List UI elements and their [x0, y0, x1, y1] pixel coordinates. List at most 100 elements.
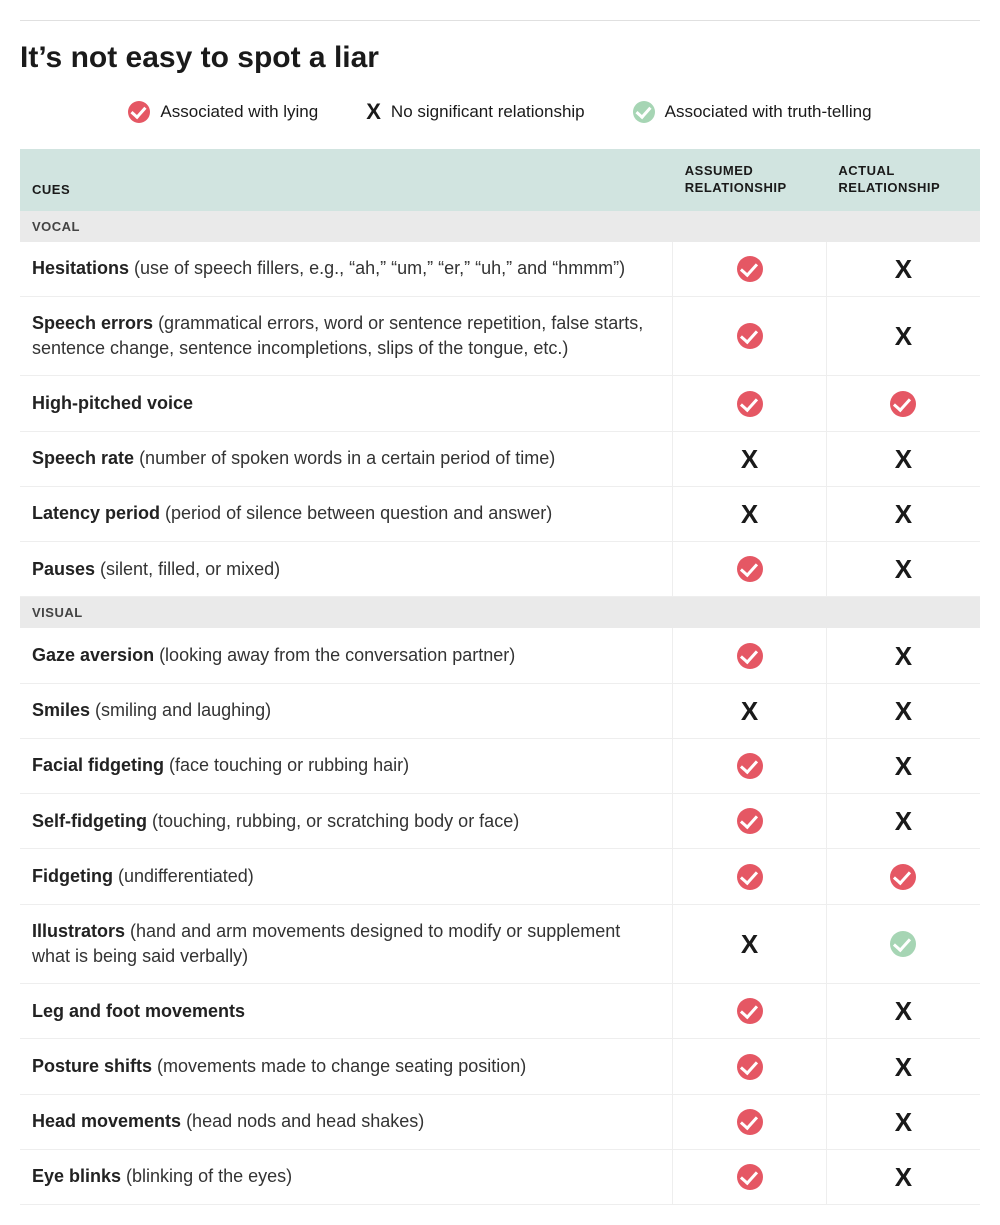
top-divider	[20, 20, 980, 21]
check-red-icon	[737, 556, 763, 582]
cue-cell: Hesitations (use of speech fillers, e.g.…	[20, 242, 673, 297]
assumed-cell	[673, 984, 827, 1039]
cue-cell: Smiles (smiling and laughing)	[20, 683, 673, 738]
check-red-icon	[737, 1164, 763, 1190]
cue-cell: Speech rate (number of spoken words in a…	[20, 431, 673, 486]
actual-cell: X	[826, 628, 980, 683]
table-row: Illustrators (hand and arm movements des…	[20, 904, 980, 983]
check-red-icon	[890, 391, 916, 417]
table-row: Speech errors (grammatical errors, word …	[20, 297, 980, 376]
actual-cell: X	[826, 683, 980, 738]
cue-cell: Pauses (silent, filled, or mixed)	[20, 542, 673, 597]
cue-desc: (touching, rubbing, or scratching body o…	[147, 811, 519, 831]
x-icon: X	[741, 501, 758, 527]
col-header-cues: Cues	[20, 149, 673, 211]
cue-cell: High-pitched voice	[20, 376, 673, 431]
cue-cell: Posture shifts (movements made to change…	[20, 1039, 673, 1094]
col-header-assumed: Assumed Relationship	[673, 149, 827, 211]
x-icon: X	[895, 643, 912, 669]
legend: Associated with lying X No significant r…	[20, 101, 980, 123]
cue-term: Facial fidgeting	[32, 755, 164, 775]
x-icon: X	[895, 256, 912, 282]
x-icon: X	[895, 1164, 912, 1190]
cue-term: Smiles	[32, 700, 90, 720]
cue-term: Gaze aversion	[32, 645, 154, 665]
assumed-cell	[673, 628, 827, 683]
actual-cell: X	[826, 984, 980, 1039]
legend-label-lying: Associated with lying	[160, 102, 318, 122]
cue-cell: Fidgeting (undifferentiated)	[20, 849, 673, 904]
table-row: High-pitched voice	[20, 376, 980, 431]
assumed-cell	[673, 242, 827, 297]
table-header-row: Cues Assumed Relationship Actual Relatio…	[20, 149, 980, 211]
cue-desc: (smiling and laughing)	[90, 700, 271, 720]
page-title: It’s not easy to spot a liar	[20, 41, 980, 75]
x-icon: X	[895, 323, 912, 349]
section-row: Vocal	[20, 211, 980, 242]
check-red-icon	[737, 753, 763, 779]
actual-cell: X	[826, 738, 980, 793]
check-red-icon	[737, 998, 763, 1024]
assumed-cell	[673, 849, 827, 904]
x-icon: X	[895, 998, 912, 1024]
x-icon: X	[895, 1054, 912, 1080]
table-row: Hesitations (use of speech fillers, e.g.…	[20, 242, 980, 297]
check-red-icon	[737, 808, 763, 834]
cue-cell: Illustrators (hand and arm movements des…	[20, 904, 673, 983]
actual-cell: X	[826, 1149, 980, 1204]
table-row: Leg and foot movements X	[20, 984, 980, 1039]
section-label: Visual	[20, 597, 980, 629]
check-red-icon	[890, 864, 916, 890]
x-icon: X	[895, 556, 912, 582]
cue-term: High-pitched voice	[32, 393, 193, 413]
table-row: Self-fidgeting (touching, rubbing, or sc…	[20, 794, 980, 849]
x-icon: X	[741, 931, 758, 957]
x-icon: X	[895, 501, 912, 527]
actual-cell: X	[826, 1039, 980, 1094]
cue-cell: Gaze aversion (looking away from the con…	[20, 628, 673, 683]
x-icon: X	[366, 101, 381, 123]
cue-desc: (looking away from the conversation part…	[154, 645, 515, 665]
x-icon: X	[895, 753, 912, 779]
actual-cell: X	[826, 486, 980, 541]
x-icon: X	[895, 446, 912, 472]
actual-cell	[826, 904, 980, 983]
cues-table: Cues Assumed Relationship Actual Relatio…	[20, 149, 980, 1205]
check-red-icon	[737, 1054, 763, 1080]
cue-term: Speech errors	[32, 313, 153, 333]
check-red-icon	[737, 864, 763, 890]
actual-cell: X	[826, 542, 980, 597]
cue-term: Hesitations	[32, 258, 129, 278]
assumed-cell	[673, 542, 827, 597]
table-row: Pauses (silent, filled, or mixed) X	[20, 542, 980, 597]
check-red-icon	[737, 643, 763, 669]
legend-label-truth: Associated with truth-telling	[665, 102, 872, 122]
check-green-icon	[633, 101, 655, 123]
section-row: Visual	[20, 597, 980, 629]
cue-term: Speech rate	[32, 448, 134, 468]
assumed-cell	[673, 376, 827, 431]
assumed-cell	[673, 297, 827, 376]
assumed-cell	[673, 1094, 827, 1149]
actual-cell: X	[826, 794, 980, 849]
actual-cell	[826, 849, 980, 904]
cue-term: Pauses	[32, 559, 95, 579]
cue-term: Self-fidgeting	[32, 811, 147, 831]
assumed-cell: X	[673, 683, 827, 738]
cue-cell: Self-fidgeting (touching, rubbing, or sc…	[20, 794, 673, 849]
legend-item-truth: Associated with truth-telling	[633, 101, 872, 123]
table-row: Gaze aversion (looking away from the con…	[20, 628, 980, 683]
cue-term: Head movements	[32, 1111, 181, 1131]
actual-cell: X	[826, 1094, 980, 1149]
cue-desc: (silent, filled, or mixed)	[95, 559, 280, 579]
section-label: Vocal	[20, 211, 980, 242]
cue-desc: (head nods and head shakes)	[181, 1111, 424, 1131]
x-icon: X	[895, 698, 912, 724]
table-row: Fidgeting (undifferentiated)	[20, 849, 980, 904]
cue-term: Leg and foot movements	[32, 1001, 245, 1021]
cue-desc: (use of speech fillers, e.g., “ah,” “um,…	[129, 258, 625, 278]
table-row: Smiles (smiling and laughing)XX	[20, 683, 980, 738]
table-row: Facial fidgeting (face touching or rubbi…	[20, 738, 980, 793]
actual-cell: X	[826, 242, 980, 297]
assumed-cell	[673, 794, 827, 849]
